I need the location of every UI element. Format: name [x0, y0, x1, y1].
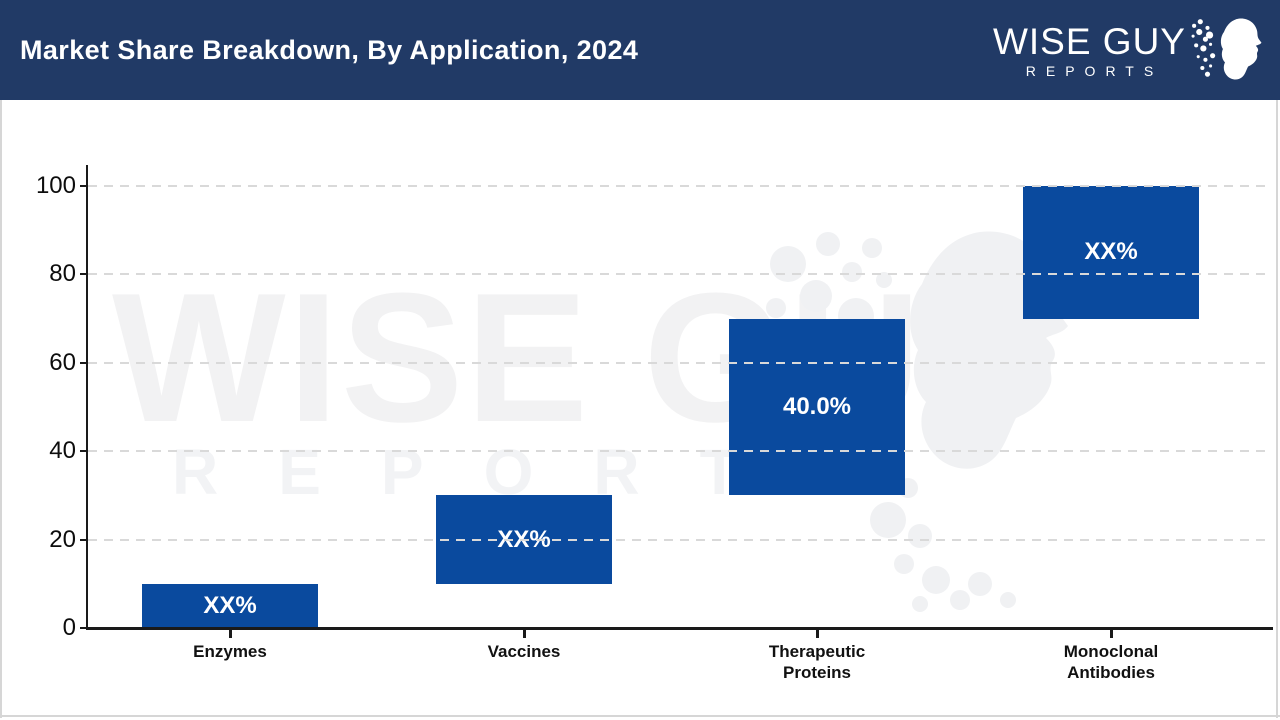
- page-border-right: [1276, 100, 1278, 718]
- y-tick-60: [80, 361, 88, 364]
- x-tick: [816, 630, 819, 638]
- y-tick-80: [80, 273, 88, 276]
- bar-enzymes: XX%: [142, 583, 318, 628]
- logo-subtext: REPORTS: [1025, 62, 1164, 79]
- gridline-80: [88, 273, 1272, 276]
- y-tick-label-0: 0: [62, 614, 76, 641]
- y-tick-20: [80, 538, 88, 541]
- page-border-left: [0, 100, 2, 718]
- y-tick-label-40: 40: [49, 437, 76, 465]
- logo-wordmark: WISE GUY: [992, 20, 1186, 62]
- category-label: Enzymes: [193, 642, 267, 661]
- gridline-60: [88, 361, 1272, 364]
- y-tick-label-100: 100: [35, 172, 76, 199]
- x-axis-line: [86, 627, 1273, 630]
- page-title: Market Share Breakdown, By Application, …: [20, 34, 639, 65]
- y-tick-label-60: 60: [49, 348, 76, 376]
- gridline-100: [88, 185, 1272, 187]
- gridline-40: [88, 450, 1272, 453]
- logo-text-block: WISE GUY REPORTS: [993, 23, 1186, 78]
- logo-face-icon: [1191, 18, 1262, 80]
- page-border-bottom: [0, 715, 1280, 717]
- y-axis-line: [86, 165, 88, 630]
- gridline-20: [88, 538, 1272, 541]
- bar-value-label: 40.0%: [782, 392, 852, 420]
- bar-value-label: XX%: [203, 591, 257, 619]
- x-tick: [229, 630, 232, 638]
- bar-therapeutic-proteins: 40.0%: [729, 318, 905, 496]
- y-tick-40: [80, 450, 88, 453]
- category-label: Vaccines: [487, 642, 561, 661]
- y-tick-100: [80, 185, 88, 187]
- wise-guy-logo: WISE GUY REPORTS: [993, 9, 1262, 91]
- bar-value-label: XX%: [1084, 238, 1138, 266]
- category-label: Monoclonal Antibodies: [1063, 642, 1159, 682]
- x-tick: [1110, 630, 1113, 638]
- category-label: Therapeutic Proteins: [768, 642, 866, 682]
- y-tick-label-80: 80: [49, 260, 76, 288]
- bar-monoclonal-antibodies: XX%: [1023, 186, 1199, 319]
- y-tick-0: [80, 627, 88, 629]
- y-tick-label-20: 20: [49, 525, 76, 553]
- header: Market Share Breakdown, By Application, …: [0, 0, 1280, 100]
- x-tick: [523, 630, 526, 638]
